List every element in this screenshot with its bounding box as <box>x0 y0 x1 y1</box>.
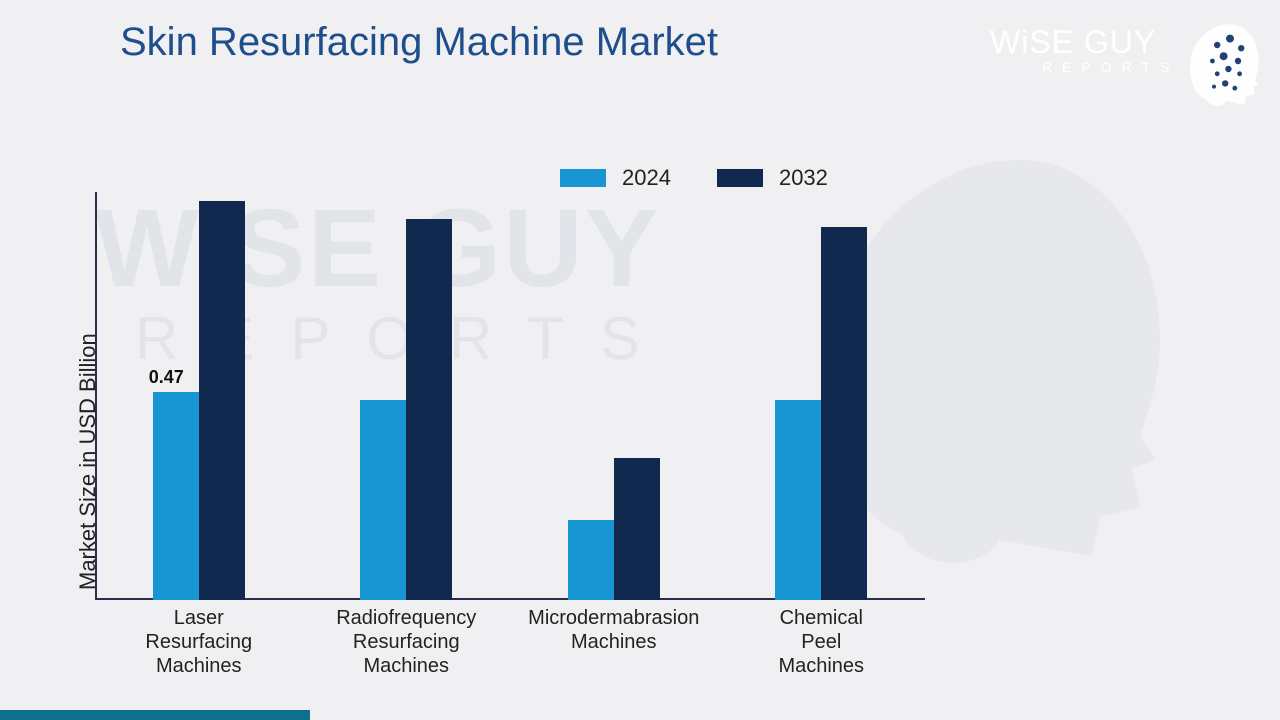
bar-2032 <box>614 458 660 600</box>
bar-pair <box>775 227 867 600</box>
bar-2024 <box>568 520 614 600</box>
bar-group: Microdermabrasion Machines <box>510 192 718 600</box>
bar-2024 <box>775 400 821 600</box>
bar-2024 <box>153 392 199 600</box>
bar-pair <box>360 219 452 600</box>
category-label: Chemical Peel Machines <box>778 600 864 678</box>
bar-pair <box>568 458 660 600</box>
legend-label-2024: 2024 <box>622 165 671 191</box>
bar-2024 <box>360 400 406 600</box>
bar-2032 <box>199 201 245 600</box>
bar-pair <box>153 201 245 600</box>
bar-group: 0.47Laser Resurfacing Machines <box>95 192 303 600</box>
bar-2032 <box>406 219 452 600</box>
brand-logo-head-icon <box>1182 20 1262 110</box>
legend-label-2032: 2032 <box>779 165 828 191</box>
category-label: Radiofrequency Resurfacing Machines <box>336 600 476 678</box>
bar-value-label: 0.47 <box>149 367 184 388</box>
chart-legend: 2024 2032 <box>560 165 828 191</box>
legend-item-2024: 2024 <box>560 165 671 191</box>
bar-groups-container: 0.47Laser Resurfacing MachinesRadiofrequ… <box>95 192 925 600</box>
page-title: Skin Resurfacing Machine Market <box>120 20 718 65</box>
legend-swatch-2032 <box>717 169 763 187</box>
bar-group: Radiofrequency Resurfacing Machines <box>303 192 511 600</box>
category-label: Microdermabrasion Machines <box>528 600 699 654</box>
bar-group: Chemical Peel Machines <box>718 192 926 600</box>
legend-swatch-2024 <box>560 169 606 187</box>
bottom-accent-strip <box>0 710 310 720</box>
category-label: Laser Resurfacing Machines <box>145 600 252 678</box>
market-bar-chart: Market Size in USD Billion 0.47Laser Res… <box>95 192 925 600</box>
legend-item-2032: 2032 <box>717 165 828 191</box>
bar-2032 <box>821 227 867 600</box>
